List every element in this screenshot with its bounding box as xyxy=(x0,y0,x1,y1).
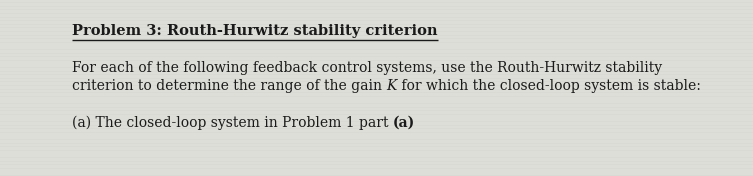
Bar xyxy=(0,13,753,14)
Bar xyxy=(0,132,753,133)
Bar xyxy=(0,171,753,172)
Bar xyxy=(0,161,753,162)
Bar xyxy=(0,96,753,97)
Bar xyxy=(0,89,753,90)
Bar xyxy=(0,143,753,144)
Text: For each of the following feedback control systems, use the Routh-Hurwitz stabil: For each of the following feedback contr… xyxy=(72,61,662,75)
Bar xyxy=(0,164,753,165)
Bar xyxy=(0,6,753,7)
Bar xyxy=(0,107,753,108)
Text: criterion to determine the range of the gain: criterion to determine the range of the … xyxy=(72,79,386,93)
Bar xyxy=(0,81,753,82)
Bar xyxy=(0,71,753,72)
Text: for which the closed-loop system is stable:: for which the closed-loop system is stab… xyxy=(397,79,700,93)
Text: (a): (a) xyxy=(393,116,415,130)
Bar xyxy=(0,99,753,100)
Text: (a) The closed-loop system in Problem 1 part: (a) The closed-loop system in Problem 1 … xyxy=(72,116,393,130)
Text: K: K xyxy=(386,79,397,93)
Bar xyxy=(0,153,753,154)
Bar xyxy=(0,42,753,43)
Bar xyxy=(0,146,753,147)
Bar xyxy=(0,74,753,75)
Bar xyxy=(0,2,753,3)
Bar xyxy=(0,60,753,61)
Bar xyxy=(0,49,753,50)
Bar xyxy=(0,110,753,111)
Bar xyxy=(0,150,753,151)
Bar xyxy=(0,121,753,122)
Bar xyxy=(0,92,753,93)
Bar xyxy=(0,38,753,39)
Bar xyxy=(0,114,753,115)
Bar xyxy=(0,24,753,25)
Bar xyxy=(0,128,753,129)
Bar xyxy=(0,27,753,28)
Bar xyxy=(0,53,753,54)
Bar xyxy=(0,125,753,126)
Bar xyxy=(0,157,753,158)
Bar xyxy=(0,85,753,86)
Bar xyxy=(0,168,753,169)
Bar xyxy=(0,103,753,104)
Bar xyxy=(0,31,753,32)
Bar xyxy=(0,56,753,57)
Bar xyxy=(0,35,753,36)
Bar xyxy=(0,20,753,21)
Bar xyxy=(0,67,753,68)
Bar xyxy=(0,175,753,176)
Bar xyxy=(0,78,753,79)
Text: Problem 3: Routh-Hurwitz stability criterion: Problem 3: Routh-Hurwitz stability crite… xyxy=(72,24,437,38)
Bar xyxy=(0,139,753,140)
Bar xyxy=(0,17,753,18)
